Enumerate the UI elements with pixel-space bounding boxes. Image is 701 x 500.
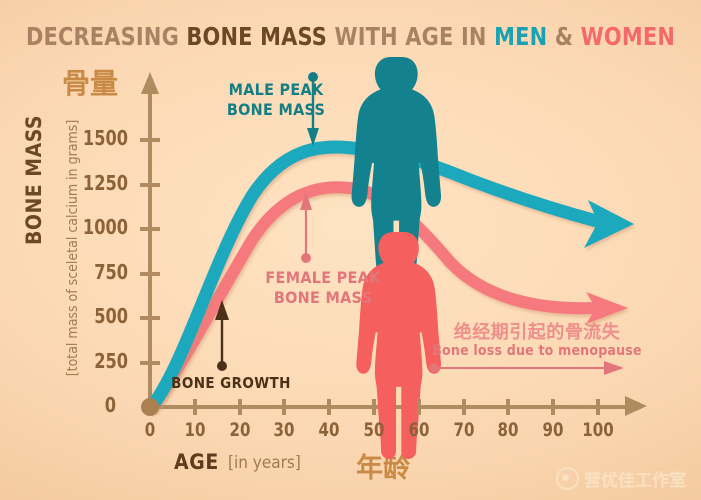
x-tick-label-0: 0 (144, 419, 156, 441)
title-part-decreasing: DECREASING (25, 22, 179, 51)
y-tick-label-250: 250 (94, 348, 128, 373)
x-tick-label-100: 100 (582, 419, 614, 441)
y-tick-750 (140, 271, 160, 276)
y-tick-1250 (140, 182, 160, 187)
menopause-arrow (429, 361, 624, 375)
x-tick-20 (237, 399, 242, 415)
x-tick-30 (282, 399, 287, 415)
annotation-female-peak: FEMALE PEAK BONE MASS (248, 268, 398, 308)
x-tick-label-50: 50 (363, 419, 385, 441)
y-tick-label-1500: 1500 (82, 126, 128, 150)
annotation-male-peak: MALE PEAK BONE MASS (206, 80, 346, 120)
annotation-bone-growth: BONE GROWTH (171, 374, 291, 392)
y-tick-label-1250: 1250 (82, 170, 128, 195)
x-tick-40 (327, 399, 332, 415)
y-tick-1000 (140, 227, 160, 231)
x-tick-label-10: 10 (184, 419, 206, 441)
y-tick-label-1000: 1000 (82, 215, 128, 239)
title-part-women: WOMEN (580, 22, 676, 51)
x-tick-60 (416, 399, 421, 415)
y-tick-label-500: 500 (94, 304, 128, 328)
y-axis-arrowhead (141, 72, 159, 94)
y-axis-title-cn: 骨量 (62, 67, 119, 100)
x-tick-label-30: 30 (273, 419, 295, 441)
annotation-male-peak-line1: MALE PEAK (228, 80, 324, 99)
x-tick-10 (192, 399, 197, 415)
x-tick-70 (461, 399, 466, 415)
x-tick-label-60: 60 (408, 419, 430, 441)
y-tick-1500 (140, 138, 160, 142)
annotation-menopause: 绝经期引起的骨流失 Bone loss due to menopause (428, 318, 646, 359)
annotation-female-peak-line2: BONE MASS (273, 288, 373, 307)
annotation-female-peak-line1: FEMALE PEAK (265, 268, 381, 287)
female-silhouette (356, 232, 441, 460)
weibo-eye-icon (556, 467, 579, 490)
y-tick-250 (140, 360, 160, 365)
x-tick-label-90: 90 (542, 419, 564, 441)
female-curve-arrowhead (586, 292, 628, 324)
x-axis-title: AGE (174, 450, 219, 474)
x-axis-title-cn: 年龄 (356, 453, 410, 484)
y-tick-500 (140, 316, 160, 320)
x-tick-label-40: 40 (318, 419, 340, 441)
male-bone-mass-curve (145, 140, 607, 413)
x-tick-label-70: 70 (453, 419, 475, 441)
x-tick-100 (596, 399, 600, 415)
male-silhouette (351, 57, 442, 297)
title-part-with-age: WITH AGE IN (334, 22, 487, 51)
y-axis-line (148, 92, 152, 408)
female-bone-mass-curve (146, 181, 602, 412)
x-axis-subtitle: [in years] (228, 453, 301, 473)
title-part-ampersand: & (554, 22, 574, 51)
x-axis-arrowhead (625, 396, 647, 416)
title-part-men: MEN (494, 22, 548, 51)
x-tick-label-80: 80 (497, 419, 519, 441)
female-peak-arrow (300, 192, 312, 263)
male-peak-arrow (307, 72, 319, 146)
annotation-menopause-en: Bone loss due to menopause (432, 343, 642, 359)
male-curve-arrowhead (584, 200, 634, 248)
x-tick-80 (506, 399, 511, 415)
annotation-menopause-cn: 绝经期引起的骨流失 (453, 322, 621, 343)
watermark-text: 营优佳工作室 (584, 471, 686, 491)
x-tick-90 (551, 399, 556, 415)
y-tick-label-0: 0 (104, 393, 116, 417)
bone-growth-arrow (215, 300, 229, 371)
x-tick-50 (372, 399, 376, 415)
page-title: DECREASING BONE MASS WITH AGE IN MEN & W… (25, 22, 677, 51)
female-curve-group (146, 181, 628, 412)
origin-dot (141, 398, 159, 416)
y-tick-label-750: 750 (94, 259, 128, 284)
male-curve-group (145, 140, 634, 413)
x-tick-label-20: 20 (229, 419, 251, 441)
title-part-bone-mass: BONE MASS (186, 22, 327, 51)
annotation-male-peak-line2: BONE MASS (226, 100, 326, 119)
watermark: 营优佳工作室 (556, 466, 686, 491)
